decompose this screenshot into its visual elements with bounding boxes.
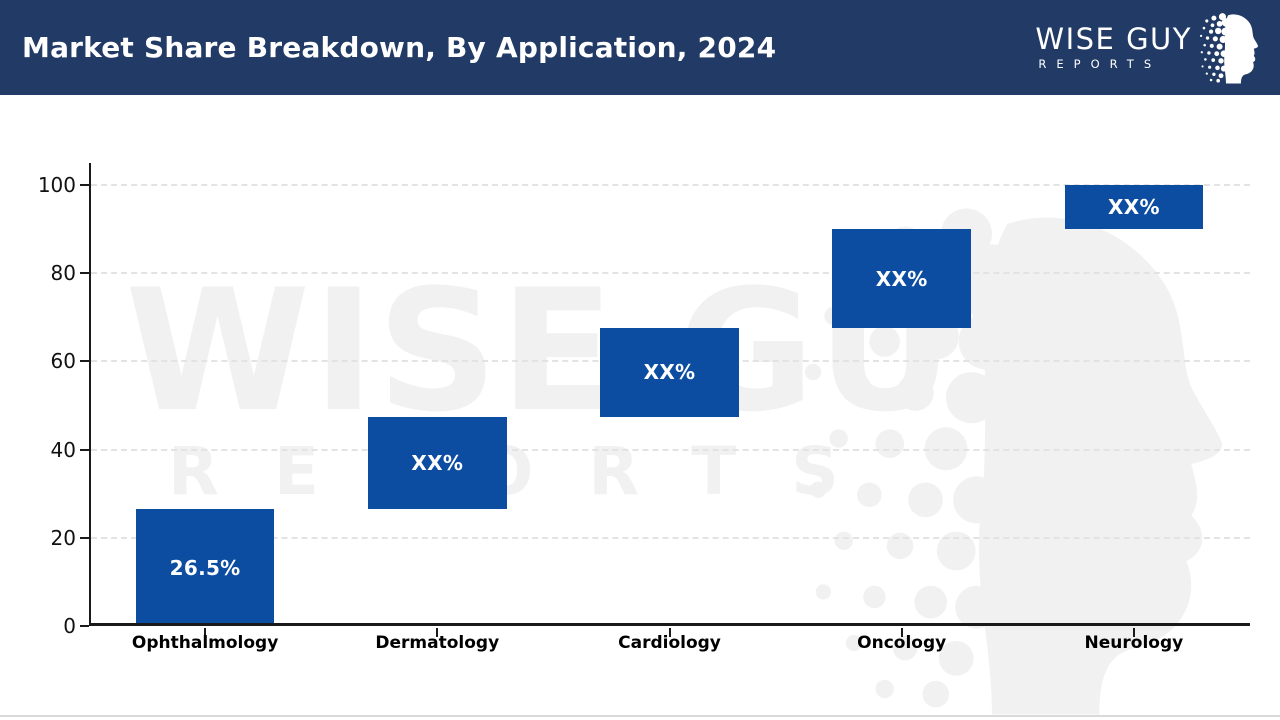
y-tick-label: 60 [50, 349, 76, 374]
x-tick-mark [668, 628, 671, 637]
page-title: Market Share Breakdown, By Application, … [22, 31, 777, 64]
wise-guy-logo: WISE GUY REPORTS [1035, 11, 1258, 85]
x-tick-mark [436, 628, 439, 637]
bar-value-label: XX% [1108, 195, 1160, 220]
x-category-label: Cardiology [618, 633, 721, 653]
y-tick-label: 40 [50, 437, 76, 462]
bar-dermatology: XX% [368, 416, 507, 510]
header: Market Share Breakdown, By Application, … [0, 0, 1280, 95]
logo-text: WISE GUY REPORTS [1035, 21, 1192, 72]
bar-value-label: XX% [411, 450, 464, 475]
bottom-border-line [0, 715, 1280, 717]
logo-wordmark: WISE GUY [1035, 21, 1192, 56]
bar-oncology: XX% [832, 229, 971, 329]
bar-cardiology: XX% [600, 328, 739, 417]
y-tick-label: 100 [37, 173, 76, 198]
gridline [91, 184, 1250, 187]
y-tick-label: 80 [50, 261, 76, 286]
bar-ophthalmology: 26.5% [135, 509, 275, 626]
bar-value-label: 26.5% [169, 555, 241, 580]
y-axis-line [89, 163, 91, 626]
bar-value-label: XX% [643, 360, 696, 385]
chart-area: WISE GUY REPORTS 0 20 40 60 80 100 26.5% XX% XX… [0, 95, 1280, 720]
logo-subtext: REPORTS [1038, 57, 1162, 72]
wise-guy-face-icon [1194, 11, 1258, 85]
bar-value-label: XX% [875, 266, 928, 291]
plot-area: 26.5% XX% XX% XX% XX% [80, 163, 1250, 637]
y-tick-label: 0 [63, 614, 76, 638]
gridline [91, 448, 1250, 451]
gridline [91, 536, 1250, 539]
y-tick-mark [80, 360, 89, 363]
x-category-label: Oncology [857, 633, 947, 653]
y-tick-mark [80, 625, 89, 627]
x-tick-mark [204, 628, 207, 637]
y-tick-mark [80, 448, 89, 451]
x-category-label: Neurology [1084, 633, 1184, 653]
x-axis-line [89, 623, 1250, 626]
gridline [91, 272, 1250, 275]
bar-neurology: XX% [1064, 185, 1204, 230]
x-category-label: Dermatology [375, 633, 500, 653]
y-axis-labels: 0 20 40 60 80 100 [0, 163, 76, 636]
y-tick-mark [80, 184, 89, 187]
x-axis-labels: Ophthalmology Dermatology Cardiology Oncolo… [89, 633, 1250, 673]
y-tick-mark [80, 536, 89, 539]
y-tick-mark [80, 272, 89, 275]
x-category-label: Ophthalmology [131, 633, 279, 653]
y-tick-label: 20 [50, 525, 76, 550]
